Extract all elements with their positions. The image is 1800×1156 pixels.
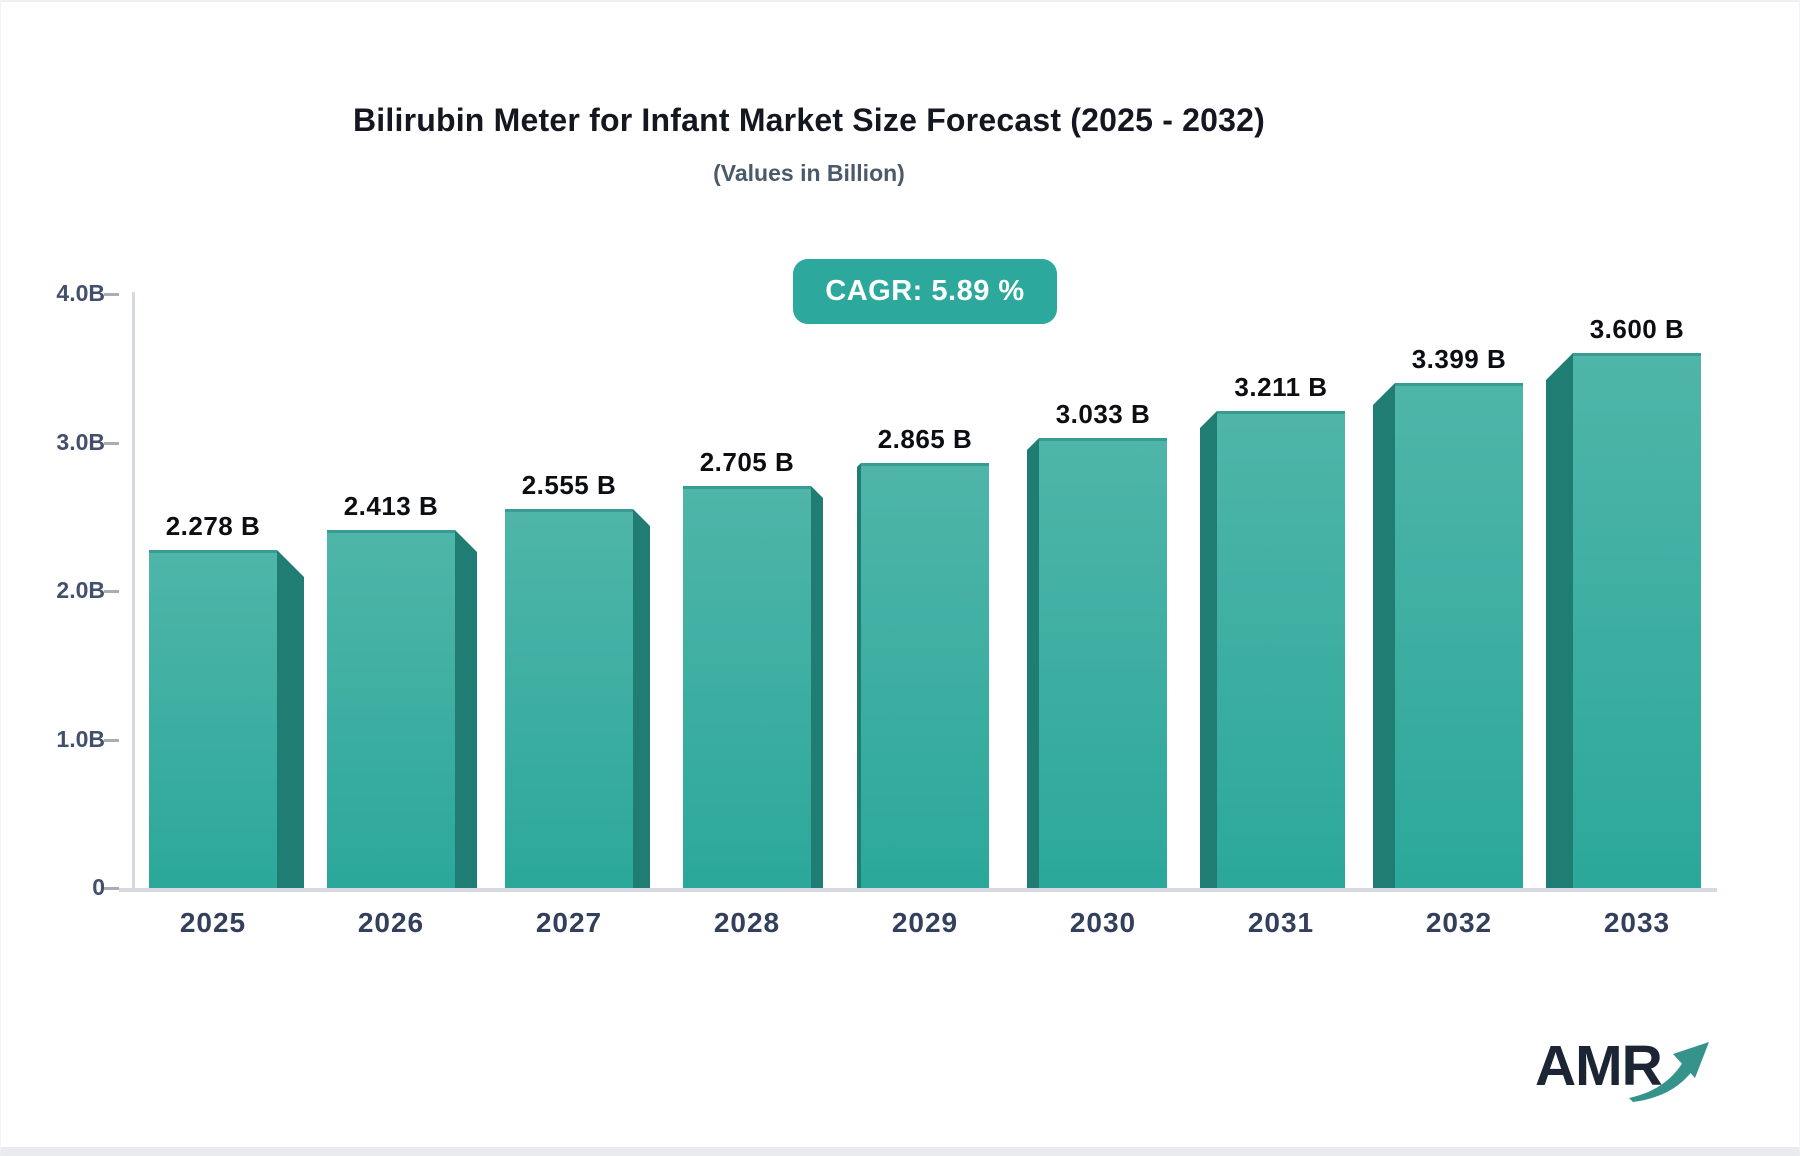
bar-side-face: [455, 530, 477, 888]
x-axis-label: 2032: [1425, 907, 1493, 938]
bar-side-face: [811, 486, 823, 888]
y-axis-tick-dash: [104, 442, 119, 445]
bar-side-face: [1373, 383, 1395, 888]
y-axis-tick-label: 1.0B: [56, 726, 105, 752]
bar-side-face: [277, 550, 304, 888]
y-axis-tick-label: 3.0B: [56, 429, 105, 455]
y-axis-tick-label: 4.0B: [56, 280, 105, 306]
bar-side-face: [1200, 411, 1217, 888]
y-axis-tick-dash: [104, 590, 119, 593]
bar-side-face: [633, 509, 650, 888]
x-axis-label: 2027: [535, 907, 603, 938]
amr-logo: AMR: [1535, 1038, 1725, 1122]
x-axis-label: 2031: [1247, 907, 1315, 938]
y-axis-tick-dash: [104, 293, 119, 296]
bar-side-face: [1546, 353, 1573, 888]
y-axis-tick-dash: [104, 739, 119, 742]
bar-value-label: 3.399 B: [1411, 344, 1507, 374]
bar-value-label: 3.211 B: [1234, 372, 1328, 402]
bar-side-face: [857, 463, 861, 888]
chart-title: Bilirubin Meter for Infant Market Size F…: [352, 102, 1265, 138]
bar-value-label: 2.278 B: [165, 511, 261, 541]
y-axis-tick-dash: [104, 887, 119, 890]
x-axis-line: [119, 888, 1717, 892]
amr-arrow-icon: [1629, 1042, 1709, 1102]
x-axis-label: 2026: [357, 907, 425, 938]
bar-value-label: 2.413 B: [343, 491, 439, 521]
x-axis-label: 2033: [1603, 907, 1671, 938]
bar: [149, 550, 277, 888]
bar-value-label: 3.600 B: [1589, 314, 1685, 344]
y-axis-tick-label: 2.0B: [56, 577, 105, 603]
x-axis-label: 2025: [179, 907, 247, 938]
chart-subtitle: (Values in Billion): [713, 160, 905, 186]
bar: [327, 530, 455, 888]
bar: [1573, 353, 1701, 888]
bar: [505, 509, 633, 888]
x-axis-label: 2028: [713, 907, 781, 938]
x-axis-label: 2030: [1069, 907, 1137, 938]
bar: [1395, 383, 1523, 888]
bar-value-label: 3.033 B: [1055, 399, 1151, 429]
bar: [683, 486, 811, 888]
y-axis-tick-label: 0: [92, 874, 105, 900]
bar-value-label: 2.555 B: [521, 470, 617, 500]
page-title: Bilirubin Meter for Infant Market Size F…: [1, 102, 1617, 139]
bar-value-label: 2.705 B: [699, 447, 795, 477]
bar: [1217, 411, 1345, 888]
x-axis-label: 2029: [891, 907, 959, 938]
cagr-badge: CAGR: 5.89 %: [793, 259, 1057, 324]
bar: [1039, 438, 1167, 888]
bar-side-face: [1027, 438, 1039, 888]
amr-logo-text: AMR: [1535, 1034, 1663, 1098]
bar-value-label: 2.865 B: [877, 424, 973, 454]
y-axis-line: [132, 292, 135, 888]
bar: [861, 463, 989, 888]
